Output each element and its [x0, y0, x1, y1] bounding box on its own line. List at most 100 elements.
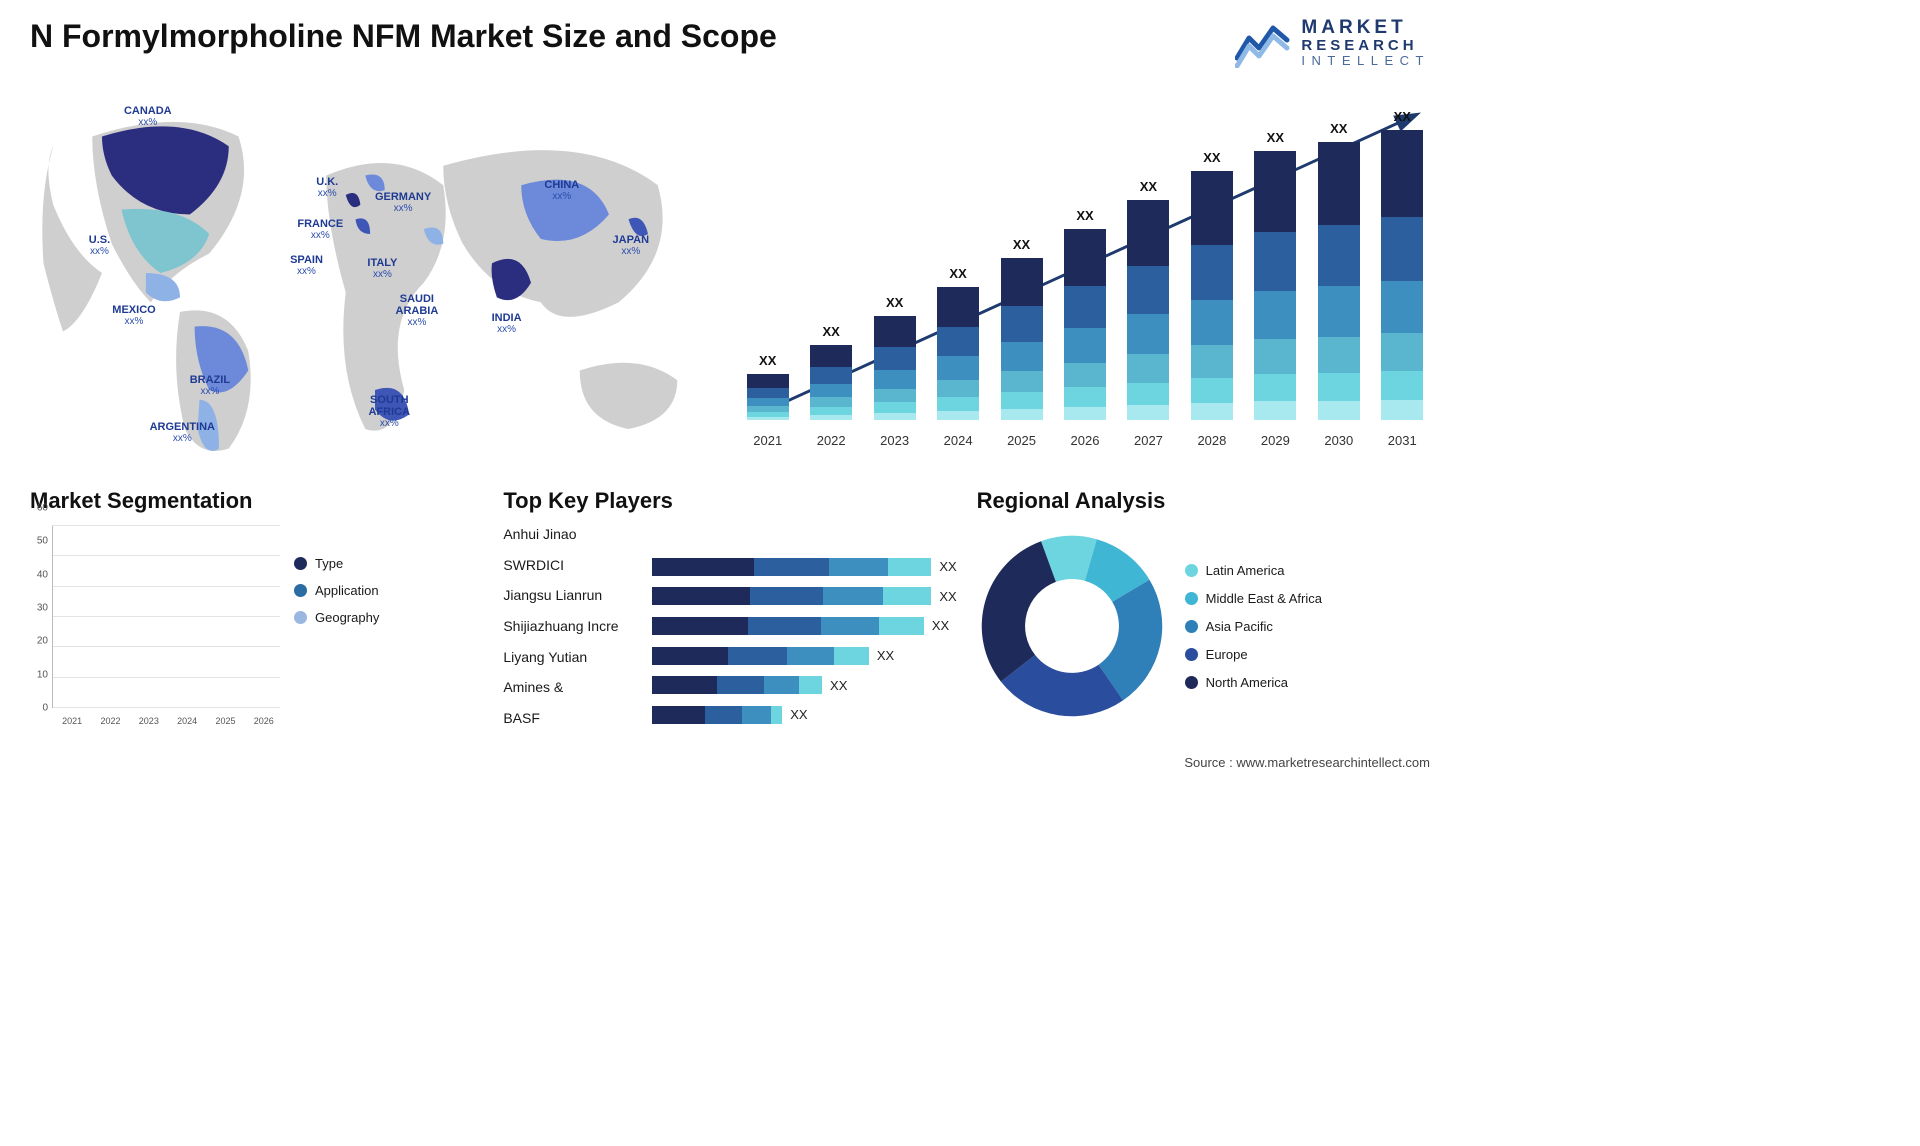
seg-ytick: 40	[30, 569, 48, 580]
player-value-label: XX	[932, 618, 949, 633]
growth-bar: XX	[740, 353, 795, 420]
player-bar: XX	[652, 645, 956, 667]
map-label: U.S.xx%	[65, 234, 135, 257]
regional-legend: Latin America Middle East & Africa Asia Pa…	[1185, 563, 1322, 690]
seg-ytick: 30	[30, 603, 48, 614]
growth-year-label: 2024	[930, 433, 985, 448]
map-label: ARGENTINAxx%	[147, 421, 217, 444]
growth-value-label: XX	[1203, 150, 1220, 165]
growth-value-label: XX	[1394, 109, 1411, 124]
player-name: Amines &	[503, 679, 638, 695]
map-label: CANADAxx%	[113, 105, 183, 128]
player-value-label: XX	[830, 678, 847, 693]
legend-swatch-icon	[294, 611, 307, 624]
player-bar: XX	[652, 585, 956, 607]
growth-value-label: XX	[823, 324, 840, 339]
legend-item: North America	[1185, 675, 1322, 690]
regional-panel: Regional Analysis Latin America Middle Ea…	[977, 488, 1430, 728]
player-name: Shijiazhuang Incre	[503, 618, 638, 634]
donut-slice	[981, 541, 1055, 681]
player-bar: XX	[652, 704, 956, 726]
map-label: SAUDI ARABIAxx%	[382, 293, 452, 328]
player-name: Anhui Jinao	[503, 526, 638, 542]
legend-item: Europe	[1185, 647, 1322, 662]
map-label: JAPANxx%	[596, 234, 666, 257]
legend-swatch-icon	[1185, 564, 1198, 577]
key-players-title: Top Key Players	[503, 488, 956, 514]
logo-mark-icon	[1235, 18, 1291, 68]
map-label: ITALYxx%	[347, 257, 417, 280]
logo-line-1: MARKET	[1301, 18, 1430, 38]
growth-bar: XX	[1375, 109, 1430, 420]
growth-year-label: 2026	[1057, 433, 1112, 448]
growth-bar: XX	[1121, 179, 1176, 420]
growth-year-label: 2027	[1121, 433, 1176, 448]
legend-swatch-icon	[294, 584, 307, 597]
growth-year-label: 2022	[803, 433, 858, 448]
seg-year-label: 2023	[133, 716, 165, 726]
seg-year-label: 2025	[209, 716, 241, 726]
player-bar: XX	[652, 556, 956, 578]
seg-ytick: 60	[30, 503, 48, 514]
legend-swatch-icon	[1185, 676, 1198, 689]
legend-swatch-icon	[294, 557, 307, 570]
growth-year-label: 2030	[1311, 433, 1366, 448]
map-label: INDIAxx%	[472, 312, 542, 335]
player-value-label: XX	[790, 707, 807, 722]
map-label: BRAZILxx%	[175, 374, 245, 397]
growth-bar: XX	[1248, 130, 1303, 420]
map-label: SPAINxx%	[272, 254, 342, 277]
page-title: N Formylmorpholine NFM Market Size and S…	[30, 18, 777, 55]
player-value-label: XX	[939, 589, 956, 604]
regional-donut-chart	[977, 531, 1167, 721]
player-bar: XX	[652, 674, 956, 696]
growth-value-label: XX	[759, 353, 776, 368]
growth-bar: XX	[930, 266, 985, 420]
growth-year-label: 2021	[740, 433, 795, 448]
growth-value-label: XX	[1140, 179, 1157, 194]
legend-item: Asia Pacific	[1185, 619, 1322, 634]
growth-bar: XX	[994, 237, 1049, 420]
growth-value-label: XX	[949, 266, 966, 281]
growth-year-label: 2025	[994, 433, 1049, 448]
player-value-label: XX	[939, 559, 956, 574]
player-name: BASF	[503, 710, 638, 726]
map-label: CHINAxx%	[527, 179, 597, 202]
seg-year-label: 2026	[248, 716, 280, 726]
map-label: SOUTH AFRICAxx%	[354, 394, 424, 429]
map-label: MEXICOxx%	[99, 304, 169, 327]
seg-ytick: 10	[30, 669, 48, 680]
key-players-names: Anhui JinaoSWRDICIJiangsu LianrunShijiaz…	[503, 526, 638, 726]
brand-logo: MARKET RESEARCH INTELLECT	[1235, 18, 1430, 68]
map-label: FRANCExx%	[285, 218, 355, 241]
map-label: GERMANYxx%	[368, 191, 438, 214]
growth-chart-panel: XXXXXXXXXXXXXXXXXXXXXX 20212022202320242…	[740, 78, 1430, 468]
legend-item: Geography	[294, 610, 379, 625]
legend-item: Latin America	[1185, 563, 1322, 578]
seg-ytick: 0	[30, 703, 48, 714]
legend-swatch-icon	[1185, 620, 1198, 633]
seg-ytick: 20	[30, 636, 48, 647]
growth-value-label: XX	[1013, 237, 1030, 252]
growth-bar: XX	[803, 324, 858, 420]
regional-title: Regional Analysis	[977, 488, 1430, 514]
seg-ytick: 50	[30, 536, 48, 547]
map-label: U.K.xx%	[292, 176, 362, 199]
seg-year-label: 2024	[171, 716, 203, 726]
segmentation-legend: TypeApplicationGeography	[294, 526, 379, 726]
legend-swatch-icon	[1185, 592, 1198, 605]
growth-year-label: 2023	[867, 433, 922, 448]
legend-item: Type	[294, 556, 379, 571]
growth-bar: XX	[867, 295, 922, 420]
growth-bar: XX	[1184, 150, 1239, 420]
seg-year-label: 2022	[94, 716, 126, 726]
segmentation-chart: 202120222023202420252026 0102030405060	[30, 526, 280, 726]
growth-value-label: XX	[1076, 208, 1093, 223]
player-value-label: XX	[877, 648, 894, 663]
seg-year-label: 2021	[56, 716, 88, 726]
key-players-bars: XX XX XX XX XX XX	[652, 526, 956, 726]
growth-year-label: 2028	[1184, 433, 1239, 448]
legend-item: Middle East & Africa	[1185, 591, 1322, 606]
player-name: SWRDICI	[503, 557, 638, 573]
growth-value-label: XX	[1267, 130, 1284, 145]
